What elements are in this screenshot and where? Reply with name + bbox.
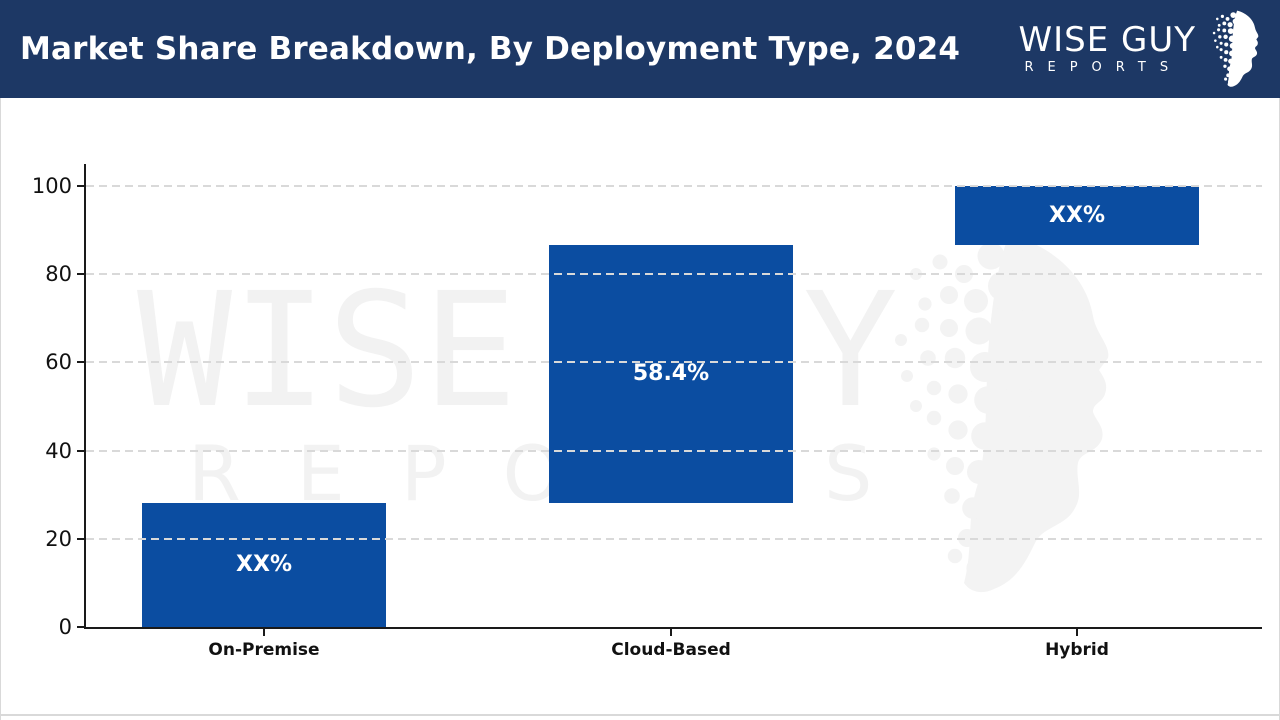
y-tick-label: 40	[45, 438, 72, 463]
y-tick-mark	[77, 626, 84, 628]
y-tick-mark	[77, 537, 84, 540]
y-tick-label: 20	[45, 526, 72, 551]
gridline	[86, 537, 1262, 540]
y-tick-mark	[77, 361, 84, 364]
x-tick-label: On-Premise	[208, 640, 320, 660]
x-tick-mark	[670, 629, 672, 636]
y-tick-label: 60	[45, 350, 72, 375]
bottom-rule	[0, 714, 1280, 716]
y-tick-mark	[77, 185, 84, 187]
watermark-head-icon	[895, 235, 1109, 593]
y-tick-label: 80	[45, 262, 72, 287]
x-tick-label: Hybrid	[1045, 640, 1109, 660]
gridline	[86, 185, 1262, 187]
gridline	[86, 361, 1262, 364]
page-title: Market Share Breakdown, By Deployment Ty…	[20, 31, 961, 67]
bar-value-label: XX%	[1049, 203, 1105, 229]
x-tick-mark	[1076, 629, 1078, 636]
left-edge-border	[0, 98, 1, 720]
y-tick-label: 0	[58, 615, 72, 639]
bar-value-label: XX%	[236, 552, 292, 578]
logo-head-icon	[1212, 10, 1259, 87]
bar-value-label: 58.4%	[632, 361, 710, 387]
x-axis-line	[84, 627, 1262, 629]
y-tick-mark	[77, 449, 84, 452]
x-tick-mark	[263, 629, 265, 636]
y-axis-line	[84, 164, 86, 629]
gridline	[86, 273, 1262, 276]
x-tick-label: Cloud-Based	[611, 640, 731, 660]
logo-text: WISE GUY REPORTS	[1018, 23, 1196, 75]
bar: XX%	[142, 502, 386, 627]
logo-wordmark: WISE GUY	[1018, 20, 1196, 60]
header: Market Share Breakdown, By Deployment Ty…	[0, 0, 1280, 98]
gridline	[86, 449, 1262, 452]
y-tick-label: 100	[31, 174, 72, 198]
y-tick-mark	[77, 273, 84, 276]
logo-subtext: REPORTS	[1024, 60, 1183, 75]
bar: 58.4%	[549, 245, 793, 503]
bar: XX%	[955, 186, 1199, 246]
wise-guy-logo: WISE GUY REPORTS	[1018, 7, 1264, 91]
